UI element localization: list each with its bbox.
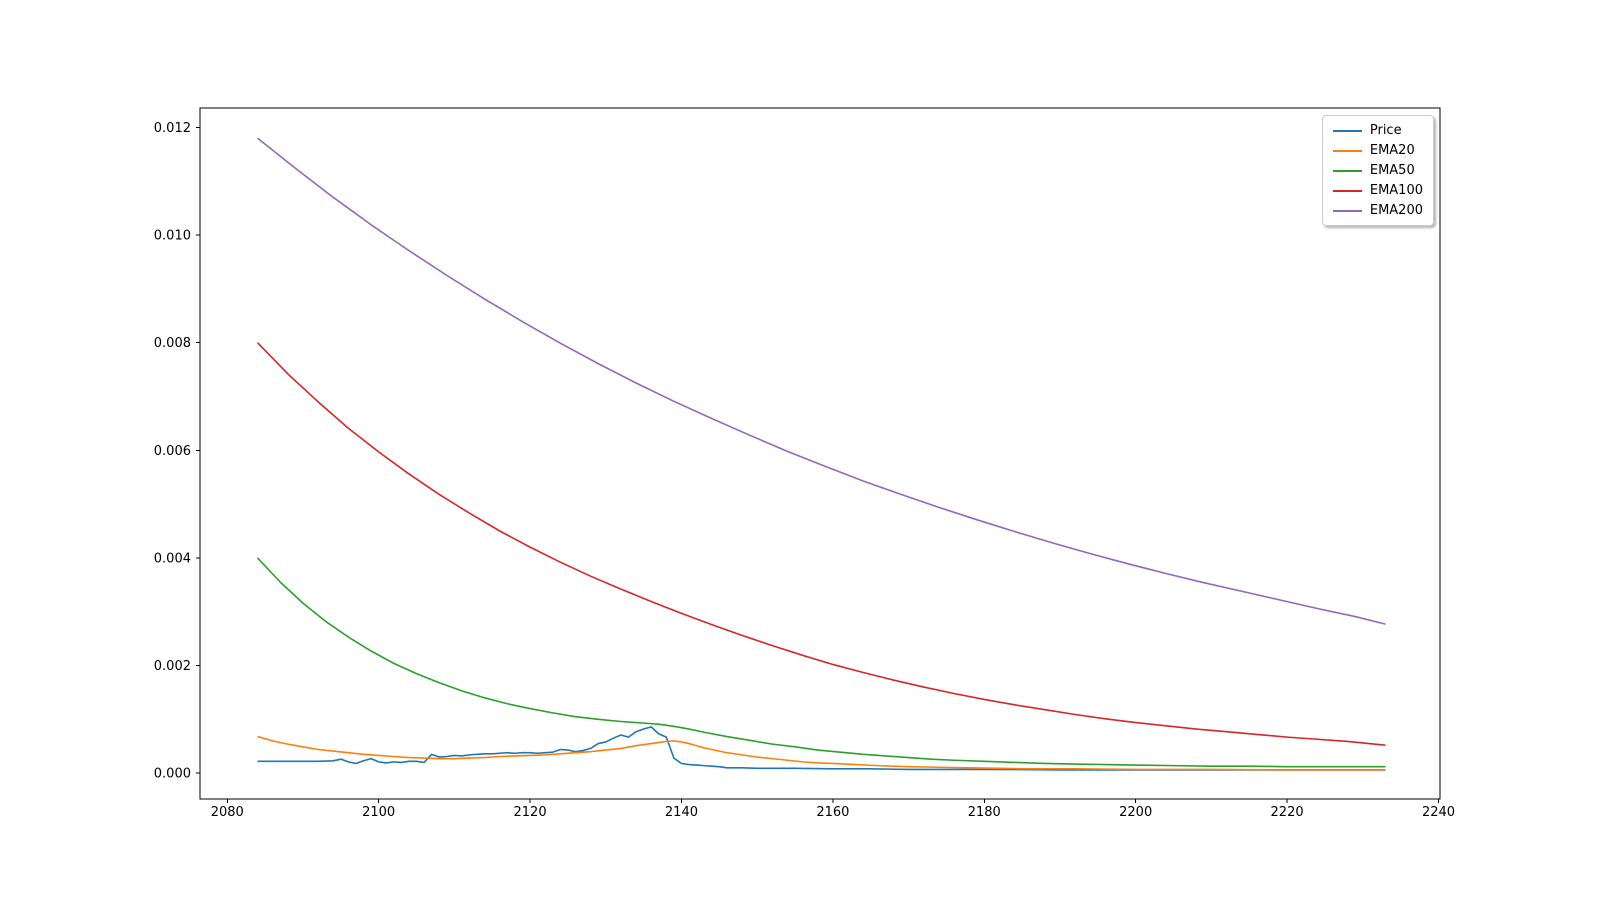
legend-line-sample [1332, 209, 1362, 212]
x-tick-label: 2240 [1422, 805, 1455, 820]
x-tick-label: 2180 [968, 805, 1001, 820]
series-line-ema20 [257, 735, 1386, 771]
x-tick-label: 2140 [665, 805, 698, 820]
x-tick-label: 2100 [362, 805, 395, 820]
y-tick-label: 0.000 [154, 767, 191, 782]
legend-item-ema20: EMA20 [1332, 143, 1423, 158]
x-tick-label: 2080 [211, 805, 244, 820]
legend-item-price: Price [1332, 123, 1423, 138]
x-tick-label: 2200 [1119, 805, 1152, 820]
legend-line-sample [1332, 169, 1362, 172]
series-line-ema50 [256, 557, 1386, 768]
x-tick-label: 2160 [816, 805, 849, 820]
y-tick-label: 0.002 [154, 659, 191, 674]
legend-label: EMA50 [1369, 163, 1415, 178]
series-line-price [257, 726, 1386, 771]
plot-area-border [199, 107, 1441, 800]
legend-line-sample [1332, 129, 1362, 132]
y-tick-label: 0.004 [154, 551, 191, 566]
legend-line-sample [1332, 189, 1362, 192]
series-line-ema100 [256, 342, 1386, 746]
legend-label: EMA200 [1369, 203, 1423, 218]
x-tick-label: 2120 [514, 805, 547, 820]
y-tick-label: 0.006 [154, 444, 191, 459]
legend-label: Price [1369, 123, 1402, 138]
legend-label: EMA100 [1369, 183, 1423, 198]
legend-item-ema200: EMA200 [1332, 203, 1423, 218]
y-tick-label: 0.010 [154, 229, 191, 244]
y-tick-label: 0.008 [154, 336, 191, 351]
legend-line-sample [1332, 149, 1362, 152]
legend-item-ema100: EMA100 [1332, 183, 1423, 198]
y-tick-label: 0.012 [154, 121, 191, 136]
series-line-ema200 [257, 137, 1386, 625]
legend-item-ema50: EMA50 [1332, 163, 1423, 178]
x-tick-label: 2220 [1271, 805, 1304, 820]
legend-label: EMA20 [1369, 143, 1415, 158]
legend: Price EMA20 EMA50 EMA100 EMA200 [1321, 115, 1434, 226]
